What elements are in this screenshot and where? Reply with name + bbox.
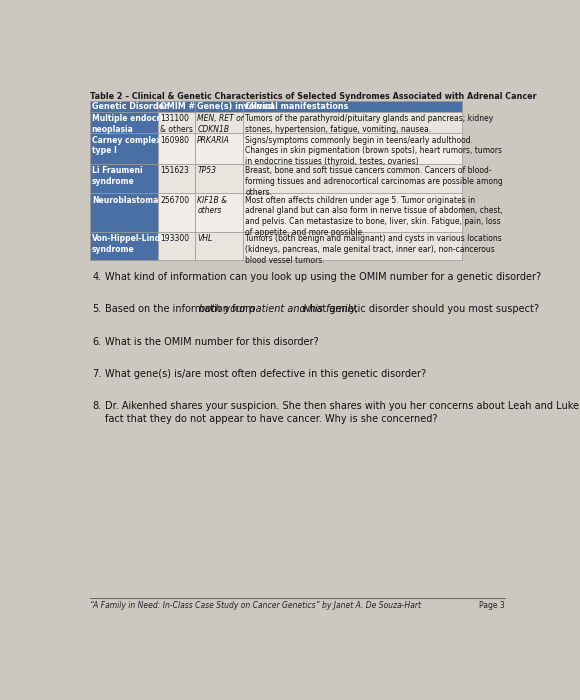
Text: Dr. Aikenhed shares your suspicion. She then shares with you her concerns about : Dr. Aikenhed shares your suspicion. She … bbox=[105, 401, 580, 424]
Text: Signs/symptoms commonly begin in teens/early adulthood.
Changes in skin pigmenta: Signs/symptoms commonly begin in teens/e… bbox=[245, 136, 502, 166]
Text: Most often affects children under age 5. Tumor originates in
adrenal gland but c: Most often affects children under age 5.… bbox=[245, 195, 503, 237]
Text: what genetic disorder should you most suspect?: what genetic disorder should you most su… bbox=[299, 304, 539, 314]
Text: OMIM #: OMIM # bbox=[160, 102, 195, 111]
Text: Page 3: Page 3 bbox=[479, 601, 505, 610]
Text: TP53: TP53 bbox=[197, 167, 216, 176]
Bar bbox=[89, 193, 158, 232]
Text: Carney complex
type I: Carney complex type I bbox=[92, 136, 161, 155]
Bar bbox=[158, 232, 195, 260]
Bar bbox=[158, 193, 195, 232]
Text: 131100
& others: 131100 & others bbox=[160, 114, 193, 134]
Bar bbox=[195, 112, 243, 133]
Text: 4.: 4. bbox=[93, 272, 101, 282]
Bar bbox=[243, 232, 462, 260]
Text: 160980: 160980 bbox=[160, 136, 189, 145]
Bar bbox=[195, 164, 243, 193]
Text: What is the OMIM number for this disorder?: What is the OMIM number for this disorde… bbox=[105, 337, 318, 346]
Text: Tumors of the parathyroid/pituitary glands and pancreas; kidney
stones, hyperten: Tumors of the parathyroid/pituitary glan… bbox=[245, 114, 494, 134]
Text: 193300: 193300 bbox=[160, 234, 189, 243]
Text: Von-Hippel-Lindau
syndrome: Von-Hippel-Lindau syndrome bbox=[92, 234, 172, 254]
Text: PRKARIA: PRKARIA bbox=[197, 136, 230, 145]
Text: 256700: 256700 bbox=[160, 195, 189, 204]
Bar bbox=[158, 101, 195, 112]
Bar bbox=[243, 164, 462, 193]
Text: Table 2 – Clinical & Genetic Characteristics of Selected Syndromes Associated wi: Table 2 – Clinical & Genetic Characteris… bbox=[89, 92, 536, 101]
Text: Breast, bone and soft tissue cancers common. Cancers of blood-
forming tissues a: Breast, bone and soft tissue cancers com… bbox=[245, 167, 503, 197]
Bar bbox=[243, 101, 462, 112]
Text: What gene(s) is/are most often defective in this genetic disorder?: What gene(s) is/are most often defective… bbox=[105, 369, 426, 379]
Bar bbox=[89, 112, 158, 133]
Bar bbox=[89, 133, 158, 164]
Text: Genetic Disorder: Genetic Disorder bbox=[92, 102, 168, 111]
Text: 6.: 6. bbox=[93, 337, 101, 346]
Bar bbox=[89, 101, 158, 112]
Text: Tumors (both benign and malignant) and cysts in various locations
(kidneys, panc: Tumors (both benign and malignant) and c… bbox=[245, 234, 502, 265]
Text: 151623: 151623 bbox=[160, 167, 189, 176]
Bar bbox=[195, 101, 243, 112]
Text: VHL: VHL bbox=[197, 234, 212, 243]
Text: “A Family in Need: In-Class Case Study on Cancer Genetics” by Janet A. De Souza-: “A Family in Need: In-Class Case Study o… bbox=[89, 601, 420, 610]
Bar bbox=[195, 193, 243, 232]
Text: Li Fraumeni
syndrome: Li Fraumeni syndrome bbox=[92, 167, 143, 186]
Text: MEN, RET or
CDKN1B: MEN, RET or CDKN1B bbox=[197, 114, 244, 134]
Text: Based on the information from: Based on the information from bbox=[105, 304, 258, 314]
Text: both your patient and his family,: both your patient and his family, bbox=[199, 304, 358, 314]
Bar bbox=[195, 133, 243, 164]
Text: Neuroblastoma: Neuroblastoma bbox=[92, 195, 158, 204]
Bar bbox=[243, 193, 462, 232]
Bar bbox=[158, 112, 195, 133]
Bar bbox=[89, 232, 158, 260]
Text: 7.: 7. bbox=[93, 369, 102, 379]
Text: KIF1B &
others: KIF1B & others bbox=[197, 195, 227, 216]
Text: What kind of information can you look up using the OMIM number for a genetic dis: What kind of information can you look up… bbox=[105, 272, 541, 282]
Text: 5.: 5. bbox=[93, 304, 102, 314]
Text: Clinical manifestations: Clinical manifestations bbox=[245, 102, 349, 111]
Text: 8.: 8. bbox=[93, 401, 101, 411]
Bar bbox=[243, 133, 462, 164]
Bar bbox=[195, 232, 243, 260]
Text: Gene(s) involved: Gene(s) involved bbox=[197, 102, 274, 111]
Bar bbox=[158, 164, 195, 193]
Text: Multiple endocrine
neoplasia: Multiple endocrine neoplasia bbox=[92, 114, 173, 134]
Bar bbox=[243, 112, 462, 133]
Bar bbox=[158, 133, 195, 164]
Bar bbox=[89, 164, 158, 193]
